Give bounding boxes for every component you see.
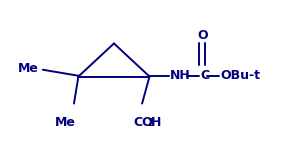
Text: 2: 2 [147, 118, 154, 128]
Text: C: C [200, 69, 210, 82]
Text: Me: Me [18, 62, 38, 75]
Text: O: O [197, 29, 208, 42]
Text: Me: Me [55, 116, 76, 129]
Text: NH: NH [170, 69, 190, 82]
Text: H: H [151, 116, 161, 129]
Text: CO: CO [133, 116, 153, 129]
Text: OBu-t: OBu-t [220, 69, 260, 82]
